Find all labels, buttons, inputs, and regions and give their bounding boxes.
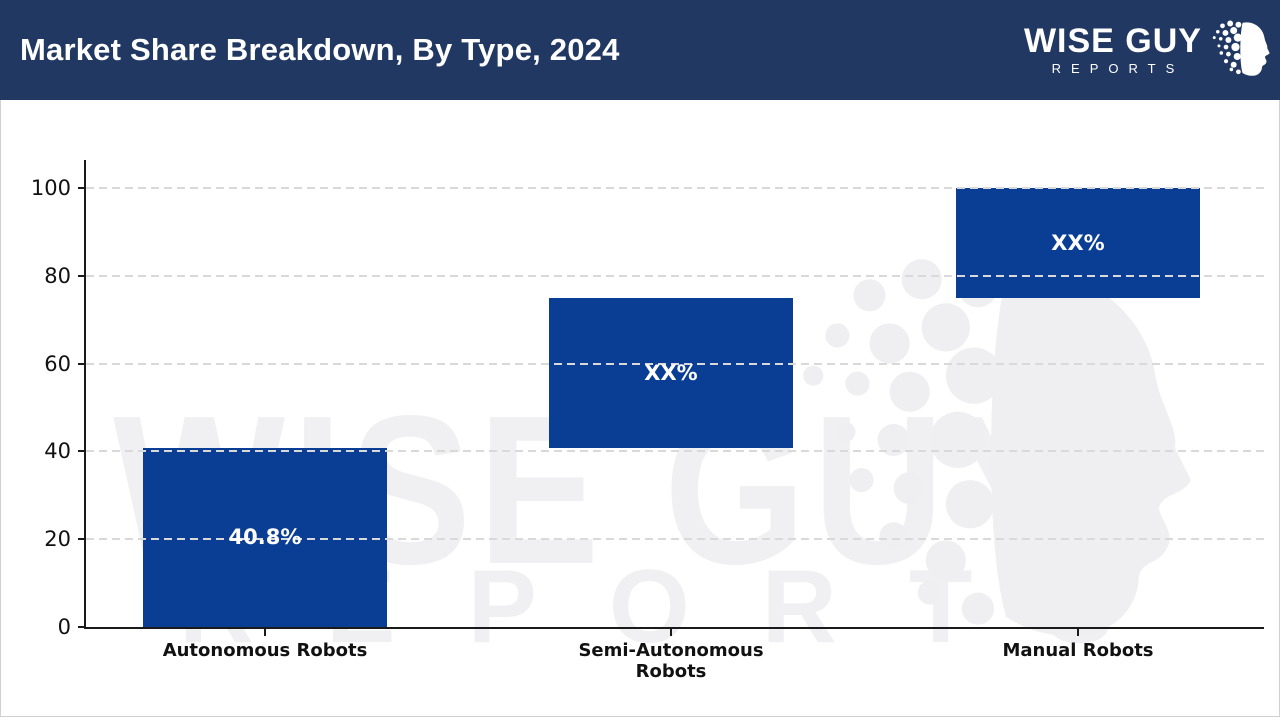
- x-axis-category-label: Manual Robots: [1002, 640, 1154, 661]
- y-axis-tick-mark: [78, 626, 85, 628]
- y-gridline: [86, 187, 1264, 189]
- y-axis-tick-label: 100: [30, 176, 71, 200]
- y-axis-tick-label: 40: [44, 439, 71, 464]
- x-axis-category-label: Autonomous Robots: [162, 640, 368, 661]
- x-axis-tick-mark: [264, 629, 266, 636]
- y-axis-tick-mark: [78, 538, 85, 541]
- brand-logo: WISE GUY REPORTS: [1024, 7, 1280, 93]
- y-axis-tick-mark: [78, 362, 85, 365]
- x-axis-category-label: Semi-Autonomous Robots: [578, 640, 764, 682]
- y-gridline: [86, 538, 1264, 541]
- header-bar: Market Share Breakdown, By Type, 2024 WI…: [0, 0, 1280, 100]
- y-axis-tick-label: 0: [57, 615, 71, 639]
- y-axis-tick-label: 80: [44, 263, 71, 288]
- y-gridline: [86, 450, 1264, 453]
- y-gridline: [86, 362, 1264, 365]
- y-axis-line: [84, 160, 86, 629]
- x-axis-line: [84, 627, 1264, 629]
- brand-subtitle: REPORTS: [1051, 61, 1185, 76]
- y-axis-tick-mark: [78, 274, 85, 277]
- y-axis-tick-label: 20: [44, 527, 71, 552]
- market-share-bar: [143, 447, 387, 627]
- y-axis-tick-label: 60: [44, 351, 71, 376]
- chart-canvas: WISE GUY REPORTS 0 20 40 60 80 100 40.8% XX% XX%…: [0, 100, 1280, 717]
- market-share-bar: [549, 297, 793, 448]
- x-axis-tick-mark: [670, 629, 672, 636]
- brand-name: WISE GUY: [1023, 22, 1202, 60]
- brand-logo-text: WISE GUY REPORTS: [1024, 24, 1202, 76]
- bar-value-label: 40.8%: [228, 525, 302, 550]
- bar-value-label: XX%: [644, 360, 698, 385]
- market-share-bar: [956, 188, 1200, 298]
- page-title: Market Share Breakdown, By Type, 2024: [20, 32, 620, 67]
- y-axis-tick-mark: [78, 450, 85, 453]
- x-axis-tick-mark: [1077, 629, 1079, 636]
- bar-value-label: XX%: [1051, 230, 1105, 255]
- y-gridline: [86, 274, 1264, 277]
- y-axis-tick-mark: [78, 187, 85, 189]
- wiseguy-face-icon: [1212, 20, 1270, 76]
